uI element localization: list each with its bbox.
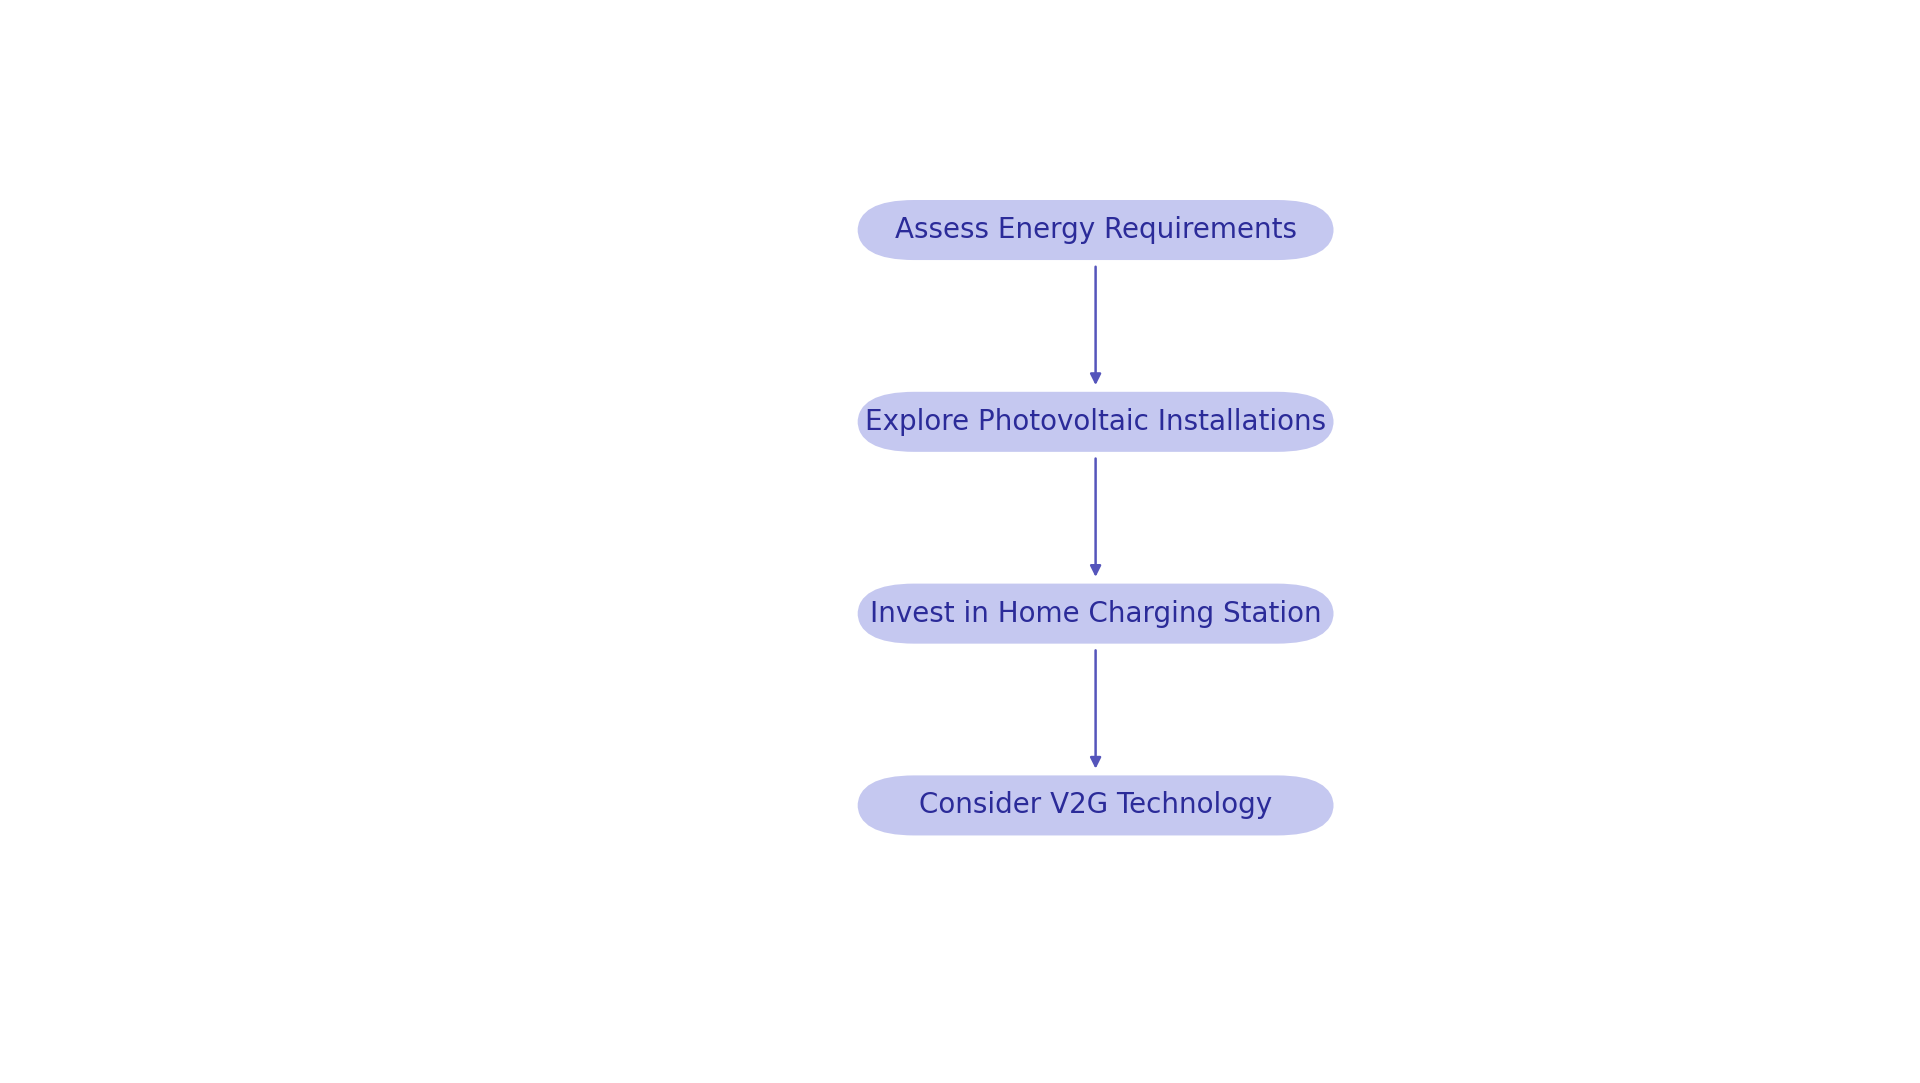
Text: Consider V2G Technology: Consider V2G Technology: [920, 792, 1273, 820]
FancyBboxPatch shape: [858, 200, 1334, 260]
FancyBboxPatch shape: [858, 392, 1334, 452]
Text: Assess Energy Requirements: Assess Energy Requirements: [895, 216, 1296, 244]
Text: Explore Photovoltaic Installations: Explore Photovoltaic Installations: [866, 408, 1327, 435]
FancyBboxPatch shape: [858, 584, 1334, 643]
FancyBboxPatch shape: [858, 775, 1334, 835]
Text: Invest in Home Charging Station: Invest in Home Charging Station: [870, 600, 1321, 628]
